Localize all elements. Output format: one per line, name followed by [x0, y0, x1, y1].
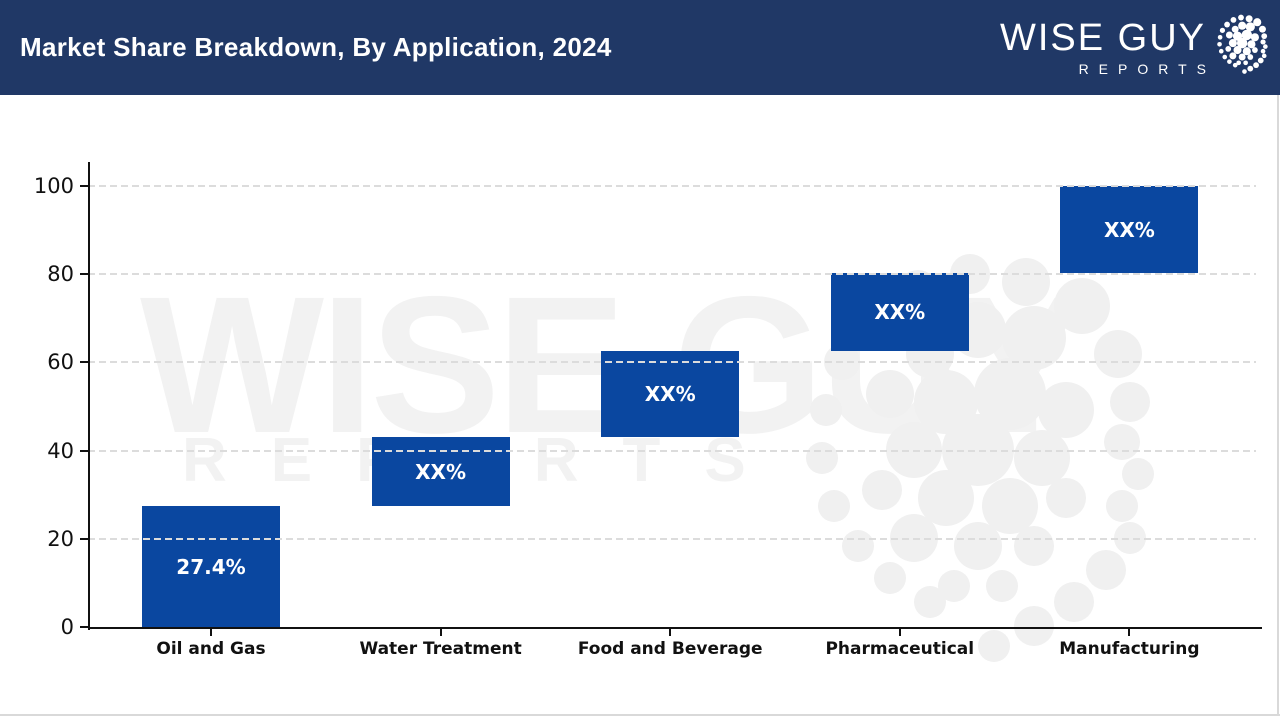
- x-tick-mark: [210, 629, 212, 636]
- x-tick-mark: [669, 629, 672, 636]
- brand-logo-text: WISE GUY REPORTS: [999, 16, 1206, 78]
- x-category-label: Water Treatment: [359, 639, 522, 659]
- bar-value-label: 27.4%: [176, 554, 246, 579]
- gridline: [88, 361, 1256, 364]
- x-category-label: Manufacturing: [1059, 639, 1200, 659]
- bar-value-label: XX%: [644, 382, 696, 407]
- x-category-label: Pharmaceutical: [825, 639, 975, 659]
- gridline: [88, 537, 1256, 540]
- page-title: Market Share Breakdown, By Application, …: [20, 32, 612, 62]
- x-tick-mark: [439, 629, 442, 636]
- y-tick-mark: [80, 361, 88, 364]
- y-tick-label: 80: [47, 262, 74, 287]
- bar-segment: XX%: [830, 273, 969, 352]
- y-tick-mark: [80, 185, 88, 187]
- bar-segment: 27.4%: [142, 506, 280, 627]
- y-tick-label: 100: [33, 174, 74, 198]
- brand-subname: REPORTS: [1078, 61, 1216, 78]
- gridline: [88, 449, 1256, 452]
- bar-segment: XX%: [371, 437, 510, 507]
- bottom-border-line: [0, 714, 1280, 716]
- gridline: [88, 273, 1256, 276]
- x-tick-mark: [1128, 629, 1131, 636]
- y-axis-line: [88, 162, 90, 630]
- x-tick-mark: [898, 629, 901, 636]
- y-tick-mark: [80, 537, 88, 540]
- brand-logo: WISE GUY REPORTS: [1000, 6, 1270, 86]
- watermark-dotted-face: [806, 254, 1154, 662]
- y-tick-mark: [80, 449, 88, 452]
- bar-value-label: XX%: [415, 459, 467, 484]
- brand-name: WISE GUY: [999, 16, 1206, 59]
- y-tick-mark: [80, 273, 88, 276]
- bar-segment: XX%: [1060, 186, 1199, 274]
- header-bar: Market Share Breakdown, By Application, …: [0, 0, 1280, 95]
- bar-value-label: XX%: [874, 300, 926, 325]
- bar-segment: XX%: [601, 351, 740, 438]
- right-border-line: [1277, 95, 1279, 716]
- y-tick-label: 0: [60, 615, 74, 639]
- bar-value-label: XX%: [1103, 217, 1155, 242]
- dotted-face-icon: [1217, 14, 1268, 74]
- x-category-label: Oil and Gas: [156, 639, 266, 659]
- y-tick-label: 40: [47, 438, 74, 463]
- y-tick-label: 60: [47, 350, 74, 375]
- y-tick-mark: [80, 626, 88, 628]
- x-axis-line: [88, 627, 1262, 629]
- x-category-label: Food and Beverage: [577, 639, 763, 659]
- gridline: [88, 185, 1256, 187]
- y-tick-label: 20: [47, 526, 74, 551]
